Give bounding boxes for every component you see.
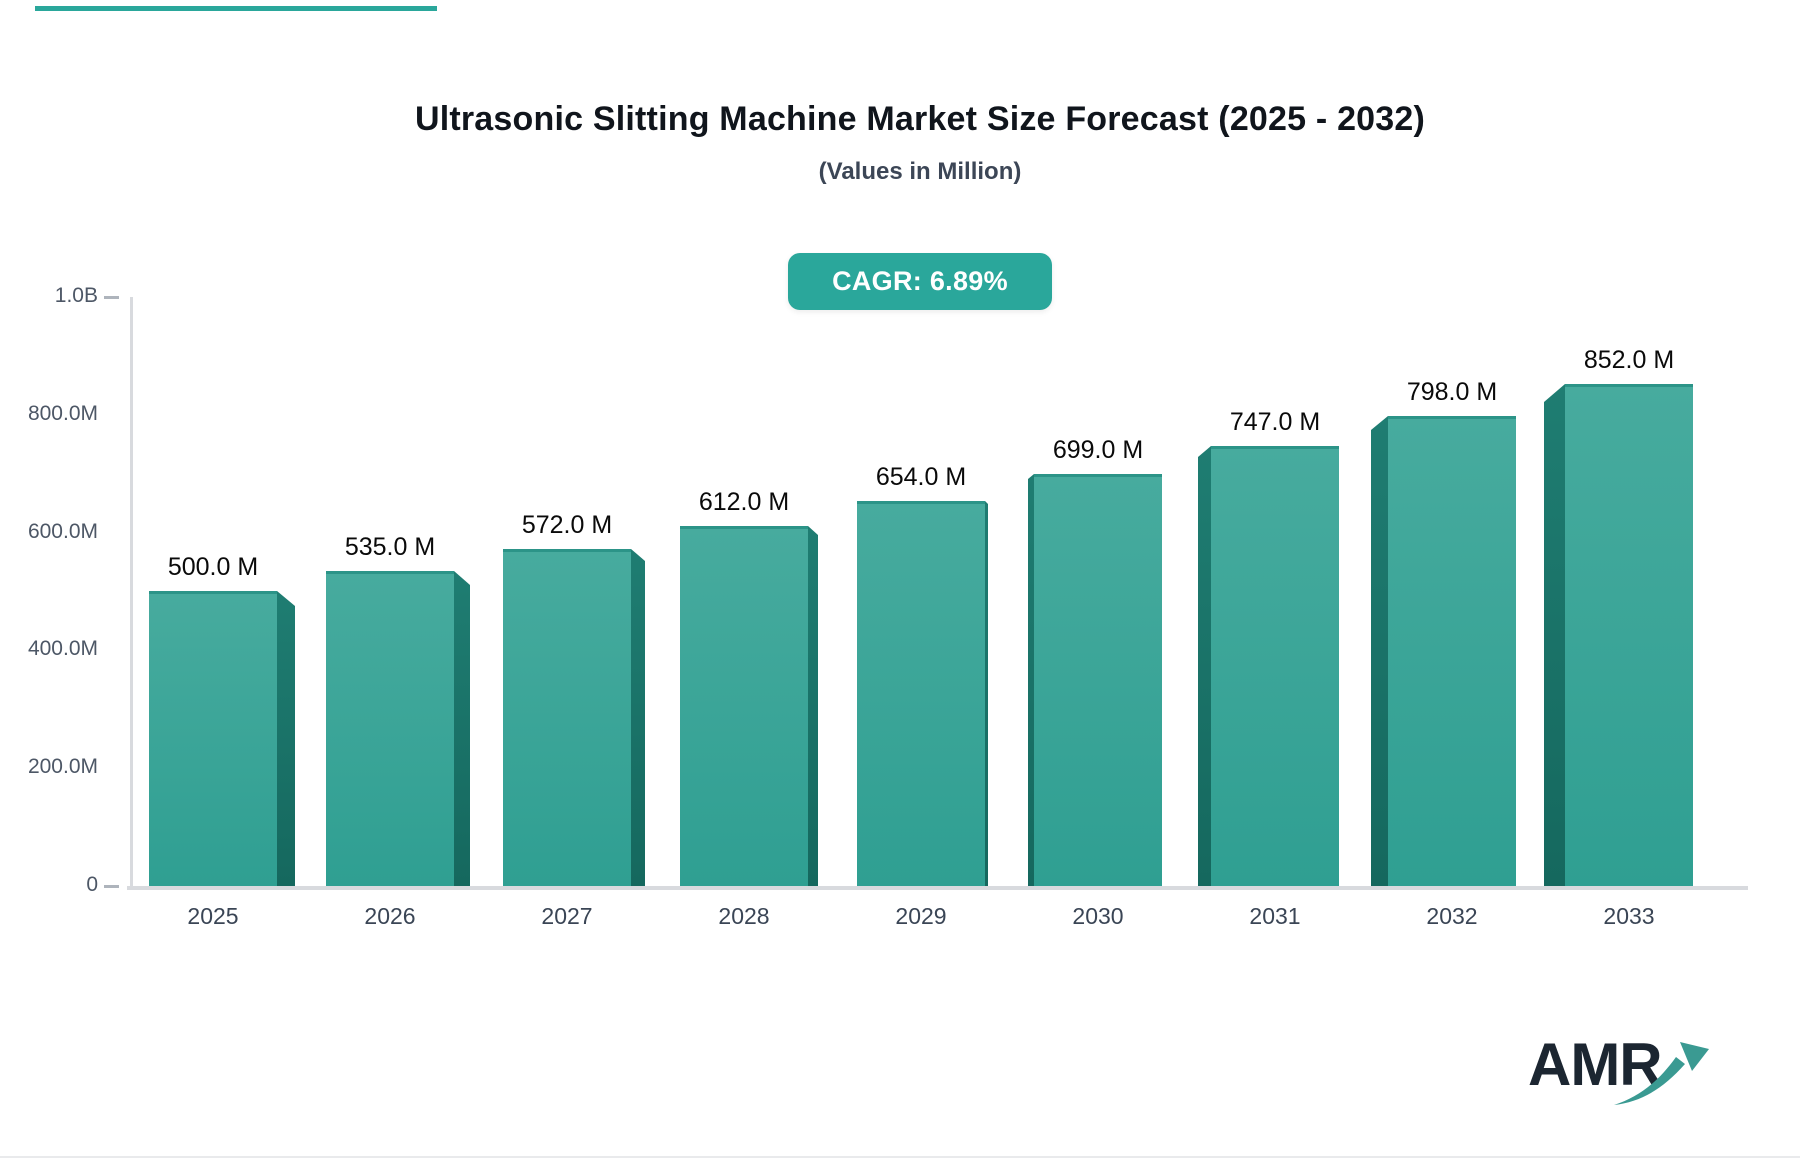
- cagr-badge: CAGR: 6.89%: [788, 253, 1052, 310]
- bar-2031: [1211, 446, 1339, 886]
- x-axis-label-2029: 2029: [895, 903, 947, 929]
- x-axis-label-2032: 2032: [1426, 903, 1478, 929]
- y-axis-tick-mark: [104, 296, 119, 299]
- bar-value-label: 654.0 M: [875, 463, 967, 491]
- y-axis-line: [130, 297, 133, 889]
- amr-logo-text: AMR: [1528, 1031, 1663, 1098]
- bar-3d-side-2030: [1028, 474, 1034, 886]
- bar-value-label: 535.0 M: [344, 533, 436, 561]
- bar-value-label: 572.0 M: [521, 511, 613, 539]
- bar-2026: [326, 571, 454, 886]
- bar-3d-side-2031: [1198, 446, 1211, 886]
- y-axis-tick-label: 200.0M: [27, 755, 98, 778]
- x-axis-label-2031: 2031: [1249, 903, 1301, 929]
- bar-3d-side-2032: [1371, 416, 1388, 886]
- y-axis-tick-label: 600.0M: [27, 520, 98, 543]
- bar-2029: [857, 501, 985, 886]
- chart-title: Ultrasonic Slitting Machine Market Size …: [414, 100, 1426, 138]
- x-axis-label-2030: 2030: [1072, 903, 1124, 929]
- bar-value-label: 852.0 M: [1583, 346, 1675, 374]
- y-axis-tick-label: 800.0M: [27, 402, 98, 425]
- y-axis-tick-label: 0: [86, 873, 98, 896]
- bar-3d-side-2029: [985, 501, 988, 886]
- bar-value-label: 798.0 M: [1406, 378, 1498, 406]
- bar-value-label: 699.0 M: [1052, 436, 1144, 464]
- bar-3d-side-2033: [1544, 384, 1565, 886]
- top-accent-line: [35, 6, 437, 11]
- bar-2033: [1565, 384, 1693, 886]
- y-axis-tick-label: 1.0B: [54, 284, 98, 307]
- amr-logo: AMR: [1500, 1028, 1730, 1114]
- bar-2030: [1034, 474, 1162, 886]
- bar-value-label: 500.0 M: [167, 553, 259, 581]
- bar-3d-side-2026: [454, 571, 470, 886]
- x-axis-line: [127, 886, 1748, 890]
- growth-arrow-icon: [1614, 1042, 1709, 1105]
- cagr-badge-label: CAGR: 6.89%: [832, 266, 1008, 296]
- x-axis-label-2028: 2028: [718, 903, 770, 929]
- x-axis-label-2026: 2026: [364, 903, 416, 929]
- bar-value-label: 747.0 M: [1229, 408, 1321, 436]
- chart-subtitle: (Values in Million): [818, 158, 1022, 185]
- bar-value-label: 612.0 M: [698, 488, 790, 516]
- x-axis-label-2025: 2025: [187, 903, 239, 929]
- bar-3d-side-2028: [808, 526, 818, 886]
- bar-2028: [680, 526, 808, 886]
- bar-3d-side-2025: [277, 591, 295, 886]
- x-axis-label-2033: 2033: [1603, 903, 1655, 929]
- bar-2032: [1388, 416, 1516, 886]
- y-axis-tick-mark: [104, 885, 119, 888]
- x-axis-label-2027: 2027: [541, 903, 593, 929]
- bar-2025: [149, 591, 277, 886]
- bar-3d-side-2027: [631, 549, 645, 886]
- y-axis-tick-label: 400.0M: [27, 637, 98, 660]
- bar-2027: [503, 549, 631, 886]
